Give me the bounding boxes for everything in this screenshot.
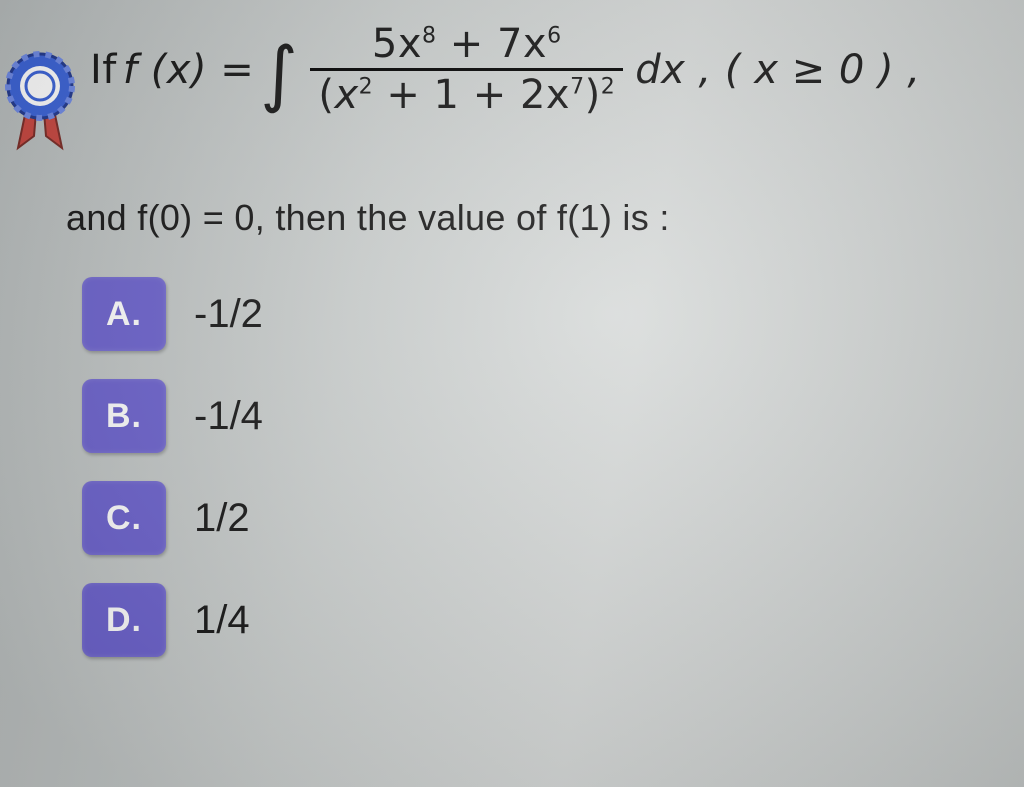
award-ribbon-icon (4, 46, 76, 161)
option-label-d: D. (82, 583, 166, 657)
fx-lhs: f (x) = (123, 48, 254, 92)
option-text-a: -1/2 (194, 292, 263, 337)
integral-sign: ∫ (260, 52, 298, 95)
option-a[interactable]: A. -1/2 (82, 277, 984, 351)
option-text-c: 1/2 (194, 496, 250, 541)
option-b[interactable]: B. -1/4 (82, 379, 984, 453)
denominator: (x2 + 1 + 2x7)2 (310, 71, 623, 119)
option-label-a: A. (82, 277, 166, 351)
options-list: A. -1/2 B. -1/4 C. 1/2 D. 1/4 (82, 277, 984, 657)
question-equation: If f (x) = ∫ 5x8 + 7x6 (x2 + 1 + 2x7)2 d… (90, 20, 921, 119)
question-subtext: and f(0) = 0, then the value of f(1) is … (66, 197, 984, 239)
numerator: 5x8 + 7x6 (364, 20, 570, 68)
option-d[interactable]: D. 1/4 (82, 583, 984, 657)
lead-text: If (90, 48, 117, 92)
question-header-row: If f (x) = ∫ 5x8 + 7x6 (x2 + 1 + 2x7)2 d… (10, 20, 984, 161)
option-label-b: B. (82, 379, 166, 453)
option-text-d: 1/4 (194, 598, 250, 643)
option-label-c: C. (82, 481, 166, 555)
question-page: If f (x) = ∫ 5x8 + 7x6 (x2 + 1 + 2x7)2 d… (0, 0, 1024, 787)
option-c[interactable]: C. 1/2 (82, 481, 984, 555)
fraction: 5x8 + 7x6 (x2 + 1 + 2x7)2 (310, 20, 623, 119)
option-text-b: -1/4 (194, 394, 263, 439)
trailing: dx , ( x ≥ 0 ) , (635, 48, 920, 92)
